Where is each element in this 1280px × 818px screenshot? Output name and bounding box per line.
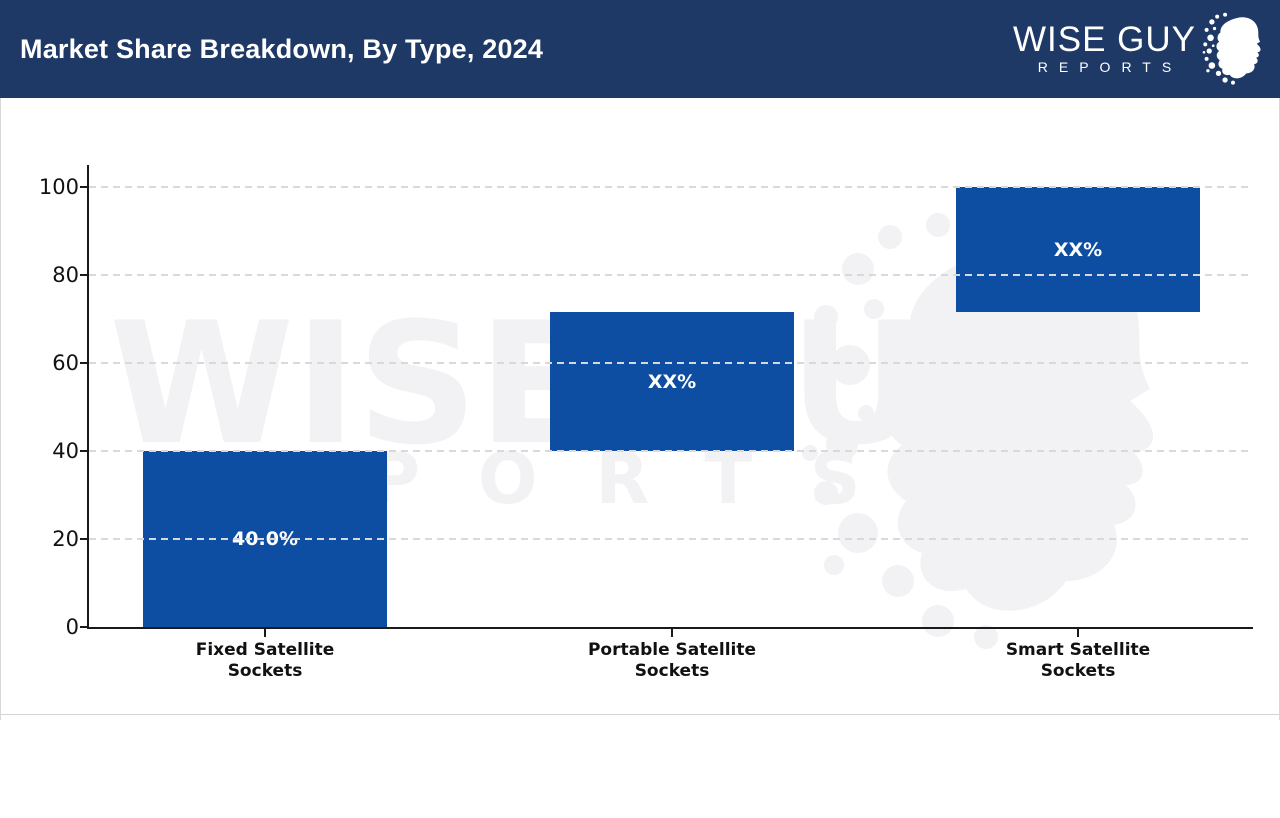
y-axis-tick-label: 60: [52, 351, 79, 375]
logo-face-icon: [1202, 12, 1261, 85]
y-axis-tick: [80, 626, 87, 628]
brand-logo: WISE GUY REPORTS: [1013, 8, 1266, 90]
y-axis-tick: [80, 538, 87, 540]
logo-reports-text: REPORTS: [1037, 59, 1183, 75]
x-axis-category-label: Fixed Satellite Sockets: [105, 640, 425, 682]
x-axis-category-line: Sockets: [227, 661, 303, 681]
x-axis-category-label: Smart Satellite Sockets: [918, 640, 1238, 682]
brand-logo-text: WISE GUY REPORTS: [1013, 22, 1196, 76]
x-axis-category-label: Portable Satellite Sockets: [512, 640, 832, 682]
y-axis-tick-label: 100: [38, 175, 79, 199]
x-axis-category-line: Portable Satellite: [587, 640, 757, 660]
x-axis-tick: [671, 629, 673, 637]
header-bar: Market Share Breakdown, By Type, 2024 WI…: [0, 0, 1280, 98]
y-axis-tick-label: 20: [52, 527, 79, 551]
x-axis-category-line: Sockets: [1040, 661, 1116, 681]
x-axis-category-line: Smart Satellite: [1005, 640, 1151, 660]
x-axis-spine: [87, 627, 1253, 629]
y-gridline: [89, 450, 1253, 452]
y-axis-tick-label: 0: [65, 615, 79, 639]
x-axis-category-line: Fixed Satellite: [195, 640, 335, 660]
y-axis-tick: [80, 450, 87, 452]
y-gridline: [89, 274, 1253, 276]
bar: XX%: [550, 312, 794, 451]
y-axis-tick-label: 40: [52, 439, 79, 463]
y-gridline: [89, 538, 1253, 540]
page-title: Market Share Breakdown, By Type, 2024: [20, 33, 544, 64]
x-axis-tick: [1077, 629, 1079, 637]
y-axis-tick: [80, 186, 87, 188]
bar-value-label: XX%: [1053, 238, 1103, 261]
bar: XX%: [956, 187, 1200, 313]
x-axis-category-line: Sockets: [634, 661, 710, 681]
y-axis-tick-label: 80: [52, 263, 79, 287]
y-axis-tick: [80, 274, 87, 276]
y-gridline: [89, 186, 1253, 188]
bar-value-label: XX%: [647, 370, 697, 393]
figure-bottom-border: [0, 714, 1280, 715]
logo-wiseguy-text: WISE GUY: [1012, 20, 1196, 59]
y-axis-spine: [87, 165, 89, 629]
y-axis-tick: [80, 362, 87, 364]
y-gridline: [89, 362, 1253, 364]
chart-canvas: WISE GUY REPORTS 0 20 40 60 80 100 40.0% Fixed …: [0, 98, 1280, 720]
x-axis-tick: [264, 629, 266, 637]
